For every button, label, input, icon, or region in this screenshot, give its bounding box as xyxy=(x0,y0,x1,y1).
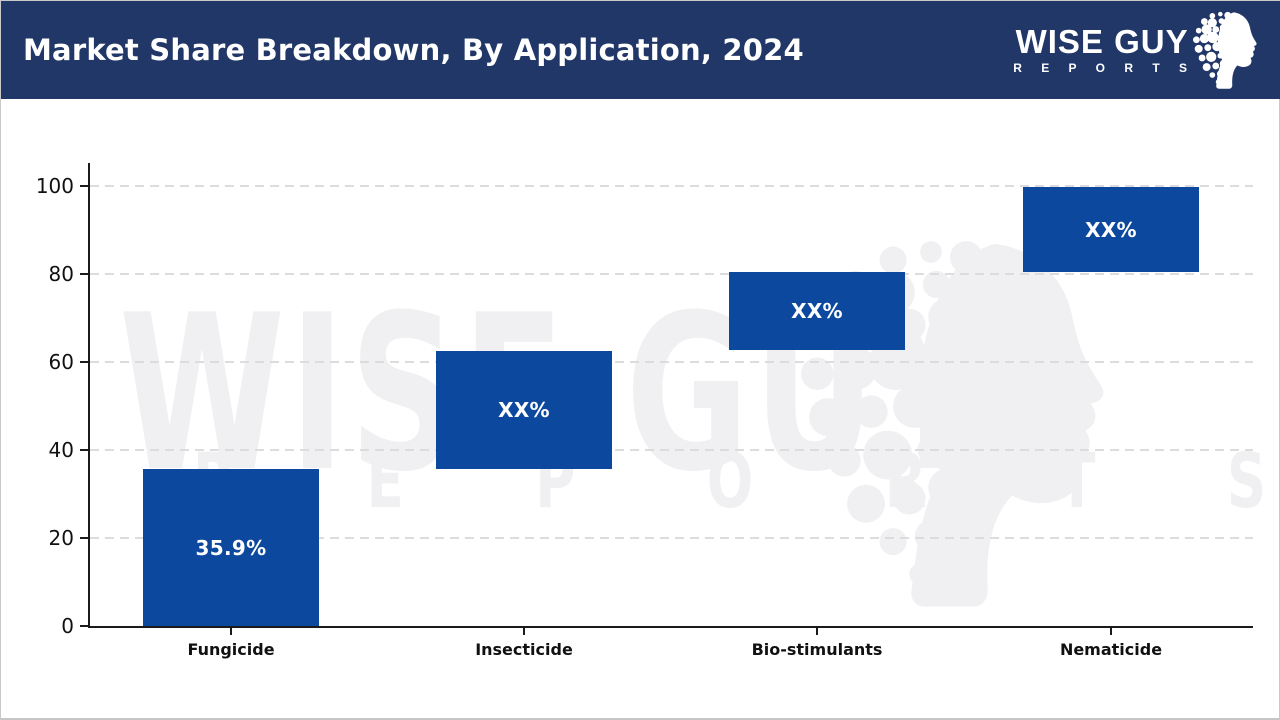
x-axis-label-bio-stimulants: Bio-stimulants xyxy=(751,640,883,659)
y-tick-label: 60 xyxy=(48,350,74,374)
bar-value-label: XX% xyxy=(791,299,843,323)
y-tick-label: 80 xyxy=(48,262,74,286)
gridline-60 xyxy=(90,361,1253,363)
logo-wordmark: WISE GUY xyxy=(1015,23,1189,60)
bar-nematicide: XX% xyxy=(1023,187,1199,272)
gridline-100 xyxy=(90,185,1253,187)
x-axis-label-nematicide: Nematicide xyxy=(1059,640,1163,659)
x-tick xyxy=(523,628,525,635)
y-tick xyxy=(80,185,88,187)
chart-header: Market Share Breakdown, By Application, … xyxy=(1,1,1280,99)
bar-insecticide: XX% xyxy=(436,351,612,469)
chart-title: Market Share Breakdown, By Application, … xyxy=(23,33,804,67)
y-tick xyxy=(80,361,88,363)
y-tick-label: 100 xyxy=(35,174,74,198)
wiseguy-logo: WISE GUY R E P O R T S xyxy=(1009,1,1267,99)
gridline-80 xyxy=(90,273,1253,275)
wiseguy-head-icon xyxy=(1193,11,1257,89)
bar-bio-stimulants: XX% xyxy=(729,272,905,350)
bar-value-label: XX% xyxy=(1085,217,1137,242)
bar-fungicide: 35.9% xyxy=(143,469,319,626)
y-tick xyxy=(80,625,88,627)
y-axis xyxy=(88,163,90,628)
bar-value-label: XX% xyxy=(498,398,550,422)
x-axis xyxy=(88,626,1253,628)
gridline-20 xyxy=(90,537,1253,539)
bar-value-label: 35.9% xyxy=(195,535,267,560)
x-axis-label-insecticide: Insecticide xyxy=(475,640,573,659)
logo-text: WISE GUY R E P O R T S xyxy=(1009,23,1195,76)
watermark-reports: R E P O R T S xyxy=(193,436,1280,525)
y-tick xyxy=(80,449,88,451)
y-tick-label: 20 xyxy=(48,526,74,550)
x-tick xyxy=(1110,628,1112,635)
y-tick-label: 0 xyxy=(61,614,74,638)
x-tick xyxy=(230,628,232,635)
y-tick xyxy=(80,273,88,275)
logo-reports-label: R E P O R T S xyxy=(1013,61,1195,75)
gridline-40 xyxy=(90,449,1253,451)
x-tick xyxy=(816,628,818,635)
x-axis-label-fungicide: Fungicide xyxy=(187,640,275,659)
y-tick xyxy=(80,537,88,539)
y-tick-label: 40 xyxy=(48,438,74,462)
